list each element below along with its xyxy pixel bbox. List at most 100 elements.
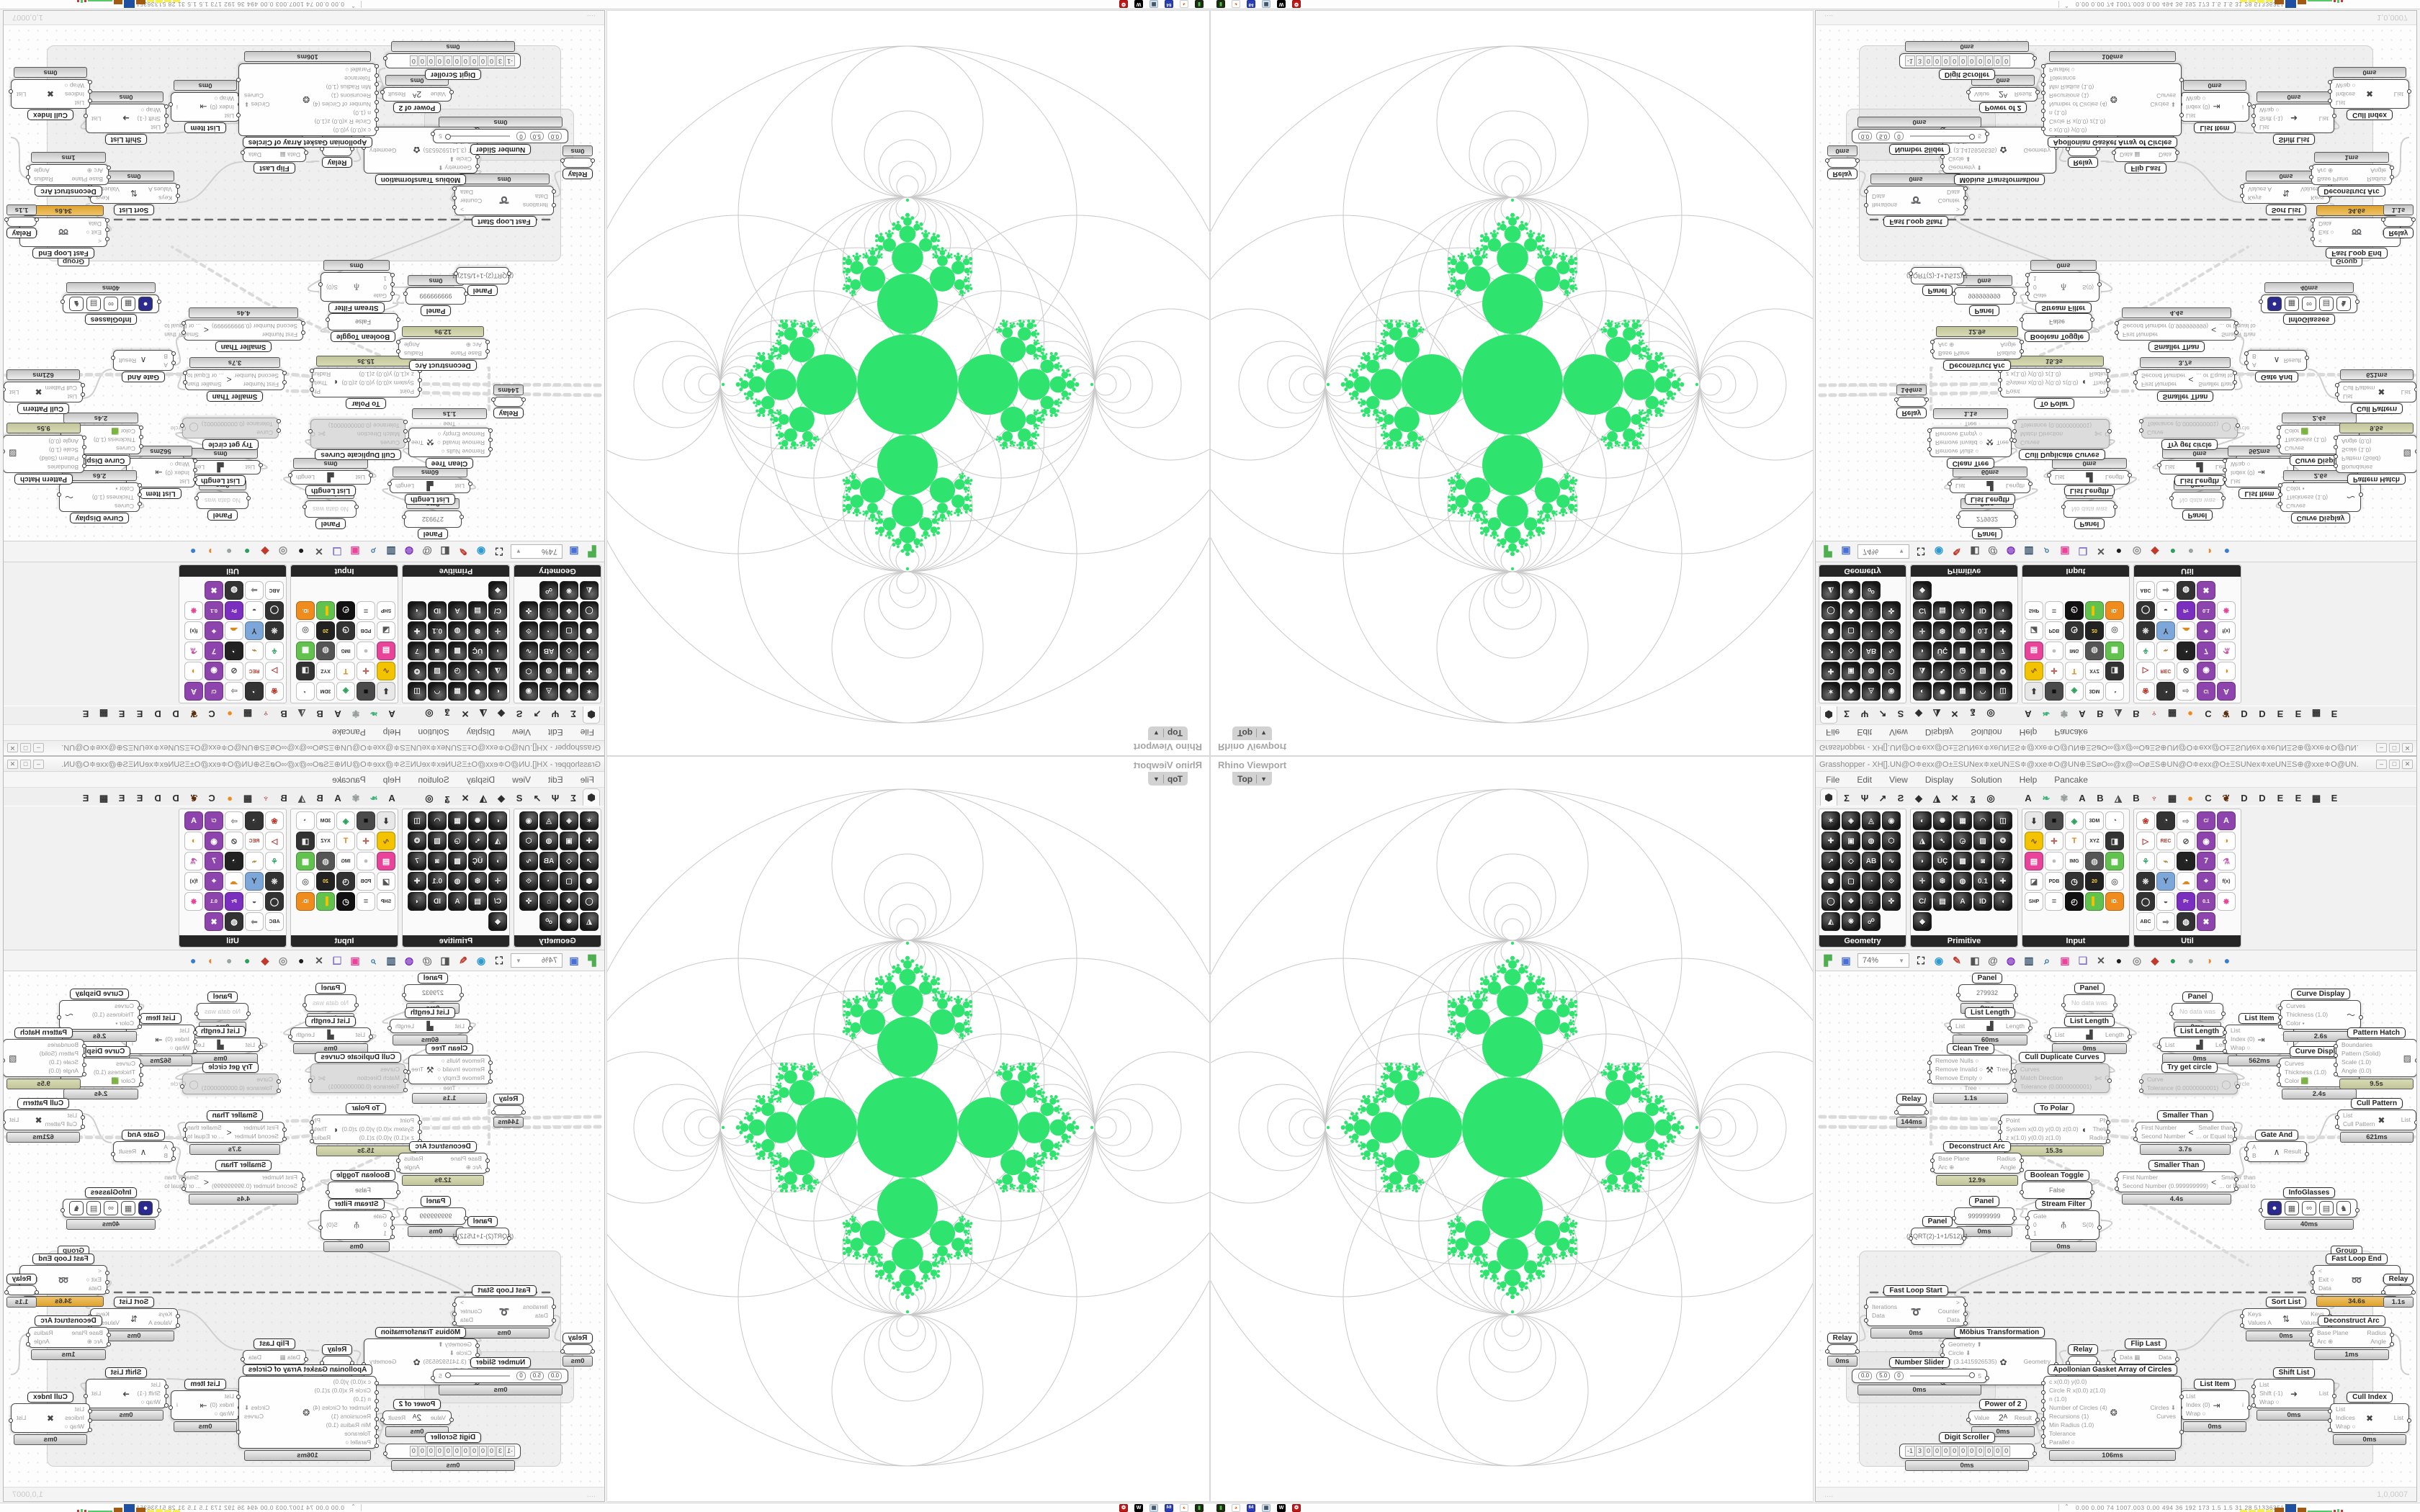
input-port[interactable]	[193, 1048, 197, 1053]
close-button[interactable]: ✕	[7, 759, 18, 769]
util-component-icon-25[interactable]: ABC	[2136, 912, 2155, 931]
geometry-component-icon-13[interactable]: ▢	[1842, 621, 1860, 640]
node-body[interactable]: 279932	[402, 510, 464, 528]
input-port[interactable]	[2309, 175, 2313, 180]
chevron-up-icon[interactable]: ⌃	[351, 1503, 356, 1510]
util-component-icon-17[interactable]: ☁	[225, 621, 243, 640]
gh-tab-plugin-5[interactable]: ◮	[298, 708, 305, 720]
primitive-component-icon-2[interactable]: ▦	[448, 811, 467, 830]
node-body[interactable]: Curves Thickness (1.0) Color ▪ 〜	[57, 482, 142, 512]
input-port[interactable]	[1948, 482, 1952, 486]
util-component-icon-17[interactable]: ☁	[2177, 621, 2195, 640]
util-component-icon-15[interactable]: ❊	[2136, 621, 2155, 640]
gh-node-number-slider[interactable]: Number Slider 0.0 5.0 0 5 0ms	[431, 1357, 568, 1395]
input-port[interactable]	[2012, 1078, 2017, 1083]
primitive-component-icon-25[interactable]: ◆	[488, 581, 507, 600]
node-body[interactable]: Gate 0 1 ⫚ S(0)	[2025, 272, 2102, 302]
menu-edit[interactable]: Edit	[1857, 727, 1873, 738]
util-component-icon-5[interactable]: ▷	[2136, 832, 2155, 850]
gh-node-clean-tree[interactable]: Clean Tree Remove Nulls ○ Remove Invalid ○…	[406, 1043, 493, 1104]
primitive-component-icon-11[interactable]: ÜÇ	[1933, 852, 1952, 870]
menu-file[interactable]: File	[1826, 727, 1840, 738]
input-port[interactable]	[2020, 1190, 2024, 1194]
output-port[interactable]	[326, 318, 330, 322]
input-port[interactable]	[375, 1390, 379, 1395]
input-port[interactable]	[282, 370, 287, 375]
output-port[interactable]	[2175, 1357, 2179, 1362]
primitive-component-icon-1[interactable]: ✺	[468, 811, 487, 830]
geometry-component-icon-19[interactable]: ✜	[1882, 601, 1901, 620]
input-component-icon-19[interactable]: ◎	[296, 621, 315, 640]
output-port[interactable]	[1855, 1349, 1860, 1354]
gh-tab-plugin-7[interactable]: ♆	[2151, 793, 2158, 804]
taskbar-app-terminal[interactable]: ▮	[1195, 1503, 1204, 1512]
gh-tab-plugin-11[interactable]: ❦	[189, 792, 198, 804]
viewport-tab-top[interactable]: Top ▼	[1232, 772, 1273, 786]
gh-tab-std-3[interactable]: ↗	[1878, 708, 1887, 720]
util-component-icon-7[interactable]: ⊘	[225, 832, 243, 850]
input-port[interactable]	[2012, 1087, 2017, 1092]
gh-tab-plugin-10[interactable]: C	[208, 793, 215, 804]
toolbar-gha-globe-icon[interactable]: ◍	[2006, 546, 2016, 558]
node-body[interactable]	[491, 1105, 526, 1115]
output-port[interactable]	[1962, 271, 1966, 276]
primitive-component-icon-7[interactable]: ◶	[1953, 662, 1972, 680]
util-component-icon-15[interactable]: ❊	[265, 872, 284, 891]
util-component-icon-16[interactable]: Y	[245, 872, 264, 891]
geometry-component-icon-21[interactable]: ❋	[1842, 581, 1860, 600]
output-port[interactable]	[452, 196, 457, 201]
input-port[interactable]	[403, 1087, 408, 1092]
toolbar-gha-globe-icon[interactable]: ◍	[404, 546, 414, 558]
output-port[interactable]	[302, 505, 307, 509]
input-component-icon-17[interactable]: ◷	[2065, 621, 2084, 640]
node-body[interactable]: List Indices Wrap ○ ✖ List	[9, 79, 92, 109]
util-component-icon-14[interactable]: ⚗	[184, 852, 203, 870]
util-component-icon-19[interactable]: f(x)	[2217, 872, 2236, 891]
input-port[interactable]	[259, 463, 263, 467]
primitive-component-icon-3[interactable]: ◠	[1973, 811, 1992, 830]
gh-node-try-get-circle[interactable]: Try get circle Curve Tolerance (0.00000000…	[2139, 418, 2249, 450]
input-component-icon-6[interactable]: ✛	[2045, 832, 2063, 850]
input-component-icon-10[interactable]: ▤	[377, 852, 395, 870]
geometry-component-icon-0[interactable]: ✶	[1821, 811, 1840, 830]
geometry-component-icon-5[interactable]: ▣	[560, 662, 578, 680]
gh-tab-plugin-1[interactable]: ❧	[2042, 708, 2051, 720]
toolbar-bake-icon[interactable]: ◧	[440, 954, 450, 966]
output-port[interactable]	[2020, 1158, 2024, 1163]
output-port[interactable]	[403, 292, 408, 296]
output-port[interactable]	[2390, 165, 2394, 170]
geometry-component-icon-21[interactable]: ❋	[1842, 912, 1860, 931]
output-port[interactable]	[288, 1035, 292, 1039]
gh-node-power-of-2[interactable]: Power of 2 Value 2ᴬ Result 0ms	[380, 75, 454, 113]
geometry-component-icon-20[interactable]: ◭	[580, 581, 599, 600]
gh-canvas[interactable]: GroupPanel2799320msList LengthList▟Lengt…	[4, 971, 604, 1487]
toolbar-cluster-sphere-icon[interactable]: ●	[297, 546, 305, 557]
menu-view[interactable]: View	[1889, 774, 1908, 785]
gh-node-apollonian-gasket-array-of-circles[interactable]: Apollonian Gasket Array of Circles c x(0.…	[2041, 1364, 2184, 1461]
toolbar-at-sign-icon[interactable]: @	[422, 546, 432, 557]
primitive-component-icon-14[interactable]: 7	[1994, 642, 2012, 660]
input-port[interactable]	[1948, 1026, 1952, 1030]
gh-node-number-slider[interactable]: Number Slider 0.0 5.0 0 5 0ms	[1852, 117, 1989, 155]
output-port[interactable]	[4, 217, 9, 222]
input-component-icon-11[interactable]: ●	[357, 852, 375, 870]
input-port[interactable]	[2012, 429, 2017, 434]
output-port[interactable]	[1924, 1110, 1929, 1115]
util-component-icon-20[interactable]: ◯	[2136, 892, 2155, 911]
input-port[interactable]	[2251, 1384, 2256, 1389]
output-port[interactable]	[308, 1078, 313, 1083]
input-port[interactable]	[304, 150, 308, 155]
zoom-level-input[interactable]: 74% ▼	[1857, 953, 1909, 968]
node-body[interactable]	[560, 1344, 595, 1354]
toolbar-bake-icon[interactable]: ◧	[440, 546, 450, 558]
primitive-component-icon-10[interactable]: ◗	[488, 852, 507, 870]
gh-tab-std-0[interactable]: ⬢	[1820, 706, 1837, 724]
viewport-tab-top[interactable]: Top ▼	[1147, 772, 1188, 786]
output-port[interactable]	[182, 1176, 186, 1182]
input-port[interactable]	[2041, 1390, 2045, 1395]
gh-node-relay[interactable]: Relay 144ms	[1894, 384, 1929, 418]
output-port[interactable]	[2415, 1058, 2416, 1063]
toolbar-at-sign-icon[interactable]: @	[1988, 546, 1998, 557]
infoglasses-chip[interactable]: ∞	[2302, 1201, 2316, 1215]
